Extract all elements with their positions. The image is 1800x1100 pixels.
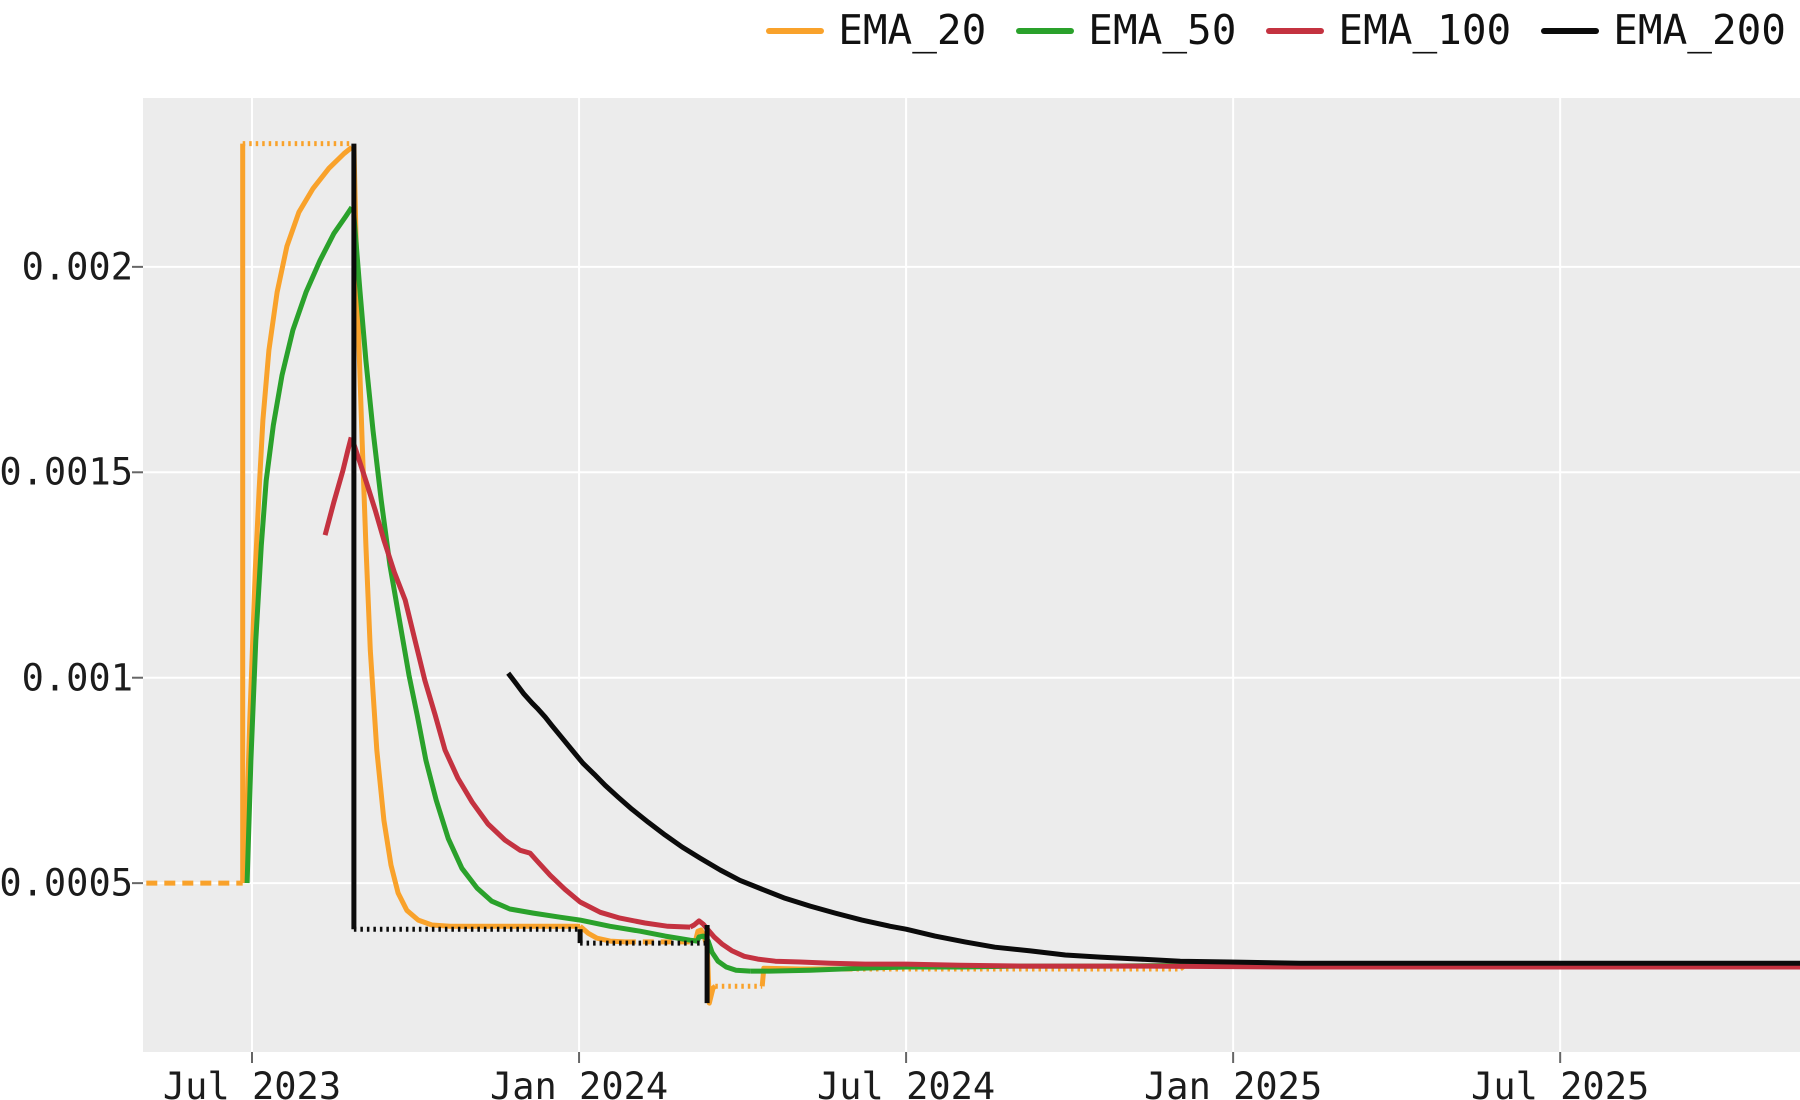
axis-tick-marks [132,265,1562,1063]
legend-label: EMA_20 [838,6,987,54]
y-tick-label: 0.0015 [0,450,133,494]
x-tick-label: Jul 2024 [816,1065,996,1100]
series-ema_100 [322,436,1800,970]
legend-label: EMA_200 [1613,6,1786,54]
legend-item-ema_100: EMA_100 [1266,10,1511,51]
legend: EMA_20 EMA_50 EMA_100 EMA_200 [766,10,1786,51]
y-tick-label: 0.0005 [0,861,133,905]
legend-item-ema_50: EMA_50 [1016,10,1236,51]
legend-item-ema_200: EMA_200 [1541,10,1786,51]
x-tick-label: Jan 2025 [1144,1065,1323,1100]
legend-item-ema_20: EMA_20 [766,10,986,51]
legend-line-swatch [1016,27,1075,34]
series-lines [146,141,1800,1006]
x-tick-label: Jul 2025 [1471,1065,1650,1100]
y-tick-label: 0.002 [21,245,133,289]
series-ema_200 [351,143,1800,1004]
plot-area-background [143,98,1800,1052]
legend-line-swatch [1541,27,1600,34]
legend-line-swatch [766,27,825,34]
x-tick-label: Jul 2023 [162,1065,342,1100]
gridlines [143,98,1800,1052]
y-tick-label: 0.001 [21,656,133,700]
legend-label: EMA_50 [1088,6,1237,54]
legend-label: EMA_100 [1338,6,1512,54]
legend-line-swatch [1266,27,1325,34]
x-tick-label: Jan 2024 [489,1065,669,1100]
